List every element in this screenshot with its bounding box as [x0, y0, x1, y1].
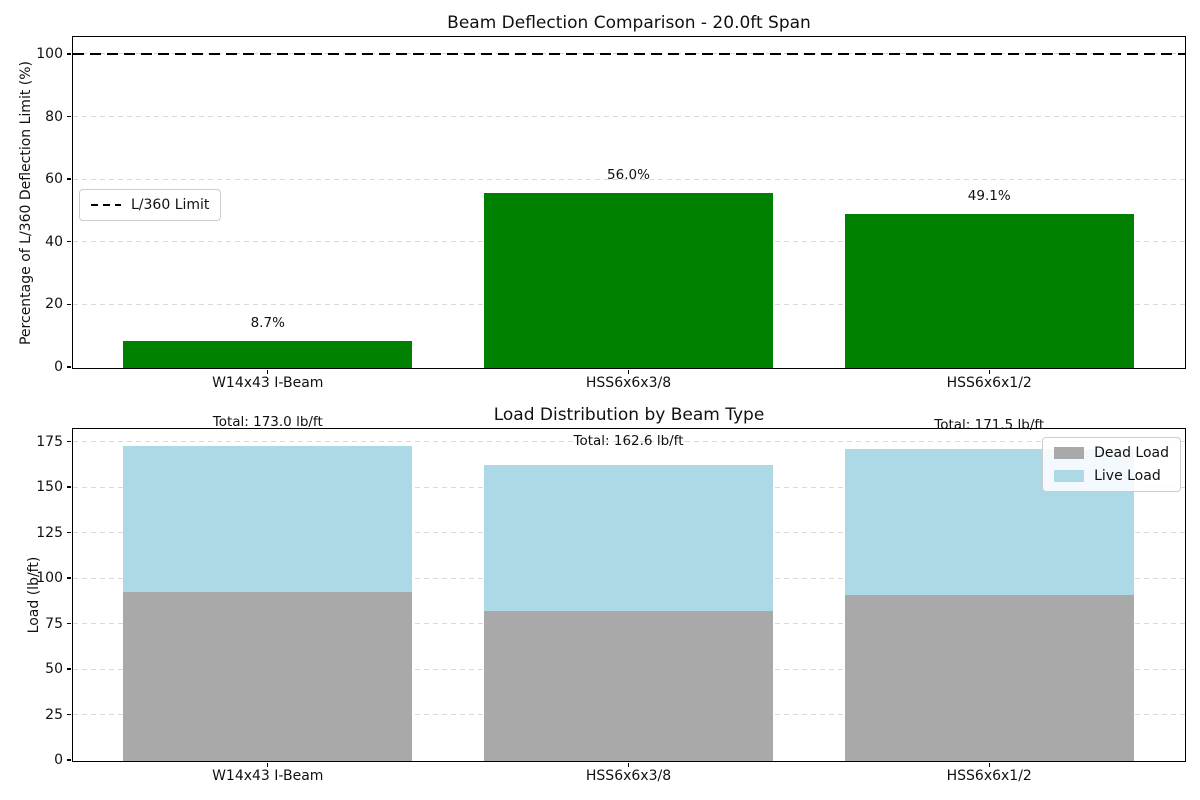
y-tick-mark: [67, 303, 71, 306]
x-tick-mark: [988, 370, 990, 374]
deflection-chart-title: Beam Deflection Comparison - 20.0ft Span: [447, 13, 811, 33]
color-patch-legend-marker: [1054, 470, 1085, 482]
deflection-bar: [484, 192, 773, 368]
y-tick-mark: [67, 713, 71, 716]
y-tick-mark: [67, 53, 71, 55]
y-tick-mark: [67, 366, 71, 368]
y-tick-label: 40: [45, 233, 63, 250]
stacked-bar-segment-dead-load: [484, 610, 773, 761]
bar-value-label: 49.1%: [967, 188, 1011, 205]
legend: L/360 Limit: [79, 189, 222, 221]
y-tick-mark: [67, 577, 71, 579]
y-tick-label: 25: [45, 706, 63, 723]
y-tick-label: 150: [36, 479, 63, 496]
x-tick-label: HSS6x6x1/2: [946, 375, 1032, 391]
x-tick-label: HSS6x6x3/8: [585, 768, 672, 784]
y-tick-label: 0: [54, 752, 63, 768]
load-chart-title: Load Distribution by Beam Type: [493, 405, 765, 425]
y-tick-label: 125: [36, 524, 63, 541]
legend-label: Live Load: [1094, 468, 1161, 484]
load-chart-plot-area: Load Distribution by Beam Type Load (lb/…: [26, 405, 1186, 784]
x-tick-mark: [267, 370, 269, 374]
y-tick-label: 175: [36, 433, 63, 450]
color-patch-legend-marker: [1054, 447, 1085, 459]
y-tick-mark: [67, 668, 71, 670]
x-tick-label: W14x43 I-Beam: [212, 375, 324, 391]
y-tick-mark: [67, 115, 71, 118]
stacked-bar-segment-dead-load: [844, 594, 1134, 761]
bar-total-label: Total: 171.5 lb/ft: [934, 417, 1045, 434]
y-tick-mark: [67, 486, 71, 488]
legend-entry: L/360 Limit: [91, 197, 209, 213]
legend: Dead Load Live Load: [1042, 437, 1181, 492]
gridline: [73, 441, 1185, 443]
y-tick-label: 80: [45, 108, 63, 125]
y-tick-label: 20: [45, 296, 63, 313]
legend-label: L/360 Limit: [131, 197, 210, 213]
y-tick-label: 75: [45, 615, 63, 632]
y-tick-mark: [67, 441, 71, 443]
y-tick-label: 60: [45, 171, 63, 188]
legend-entry: Live Load: [1054, 468, 1169, 484]
y-tick-label: 50: [45, 661, 63, 678]
y-tick-mark: [67, 759, 71, 761]
deflection-chart-plot-area: Beam Deflection Comparison - 20.0ft Span…: [18, 13, 1186, 391]
x-tick-mark: [988, 763, 990, 767]
bar-value-label: 8.7%: [250, 314, 285, 331]
x-tick-label: HSS6x6x1/2: [946, 768, 1032, 784]
bar-value-label: 56.0%: [607, 166, 650, 183]
x-tick-label: W14x43 I-Beam: [212, 768, 324, 784]
stacked-bar-segment-live-load: [484, 465, 773, 611]
deflection-limit-line: [73, 52, 1185, 55]
deflection-bar: [844, 214, 1134, 368]
x-tick-mark: [627, 370, 630, 374]
legend-label: Dead Load: [1094, 445, 1169, 461]
gridline: [73, 178, 1185, 180]
bar-total-label: Total: 173.0 lb/ft: [212, 414, 323, 431]
y-tick-label: 100: [36, 45, 63, 62]
y-tick-mark: [67, 241, 71, 243]
dashed-line-legend-marker: [91, 204, 121, 206]
bar-total-label: Total: 162.6 lb/ft: [573, 433, 684, 450]
gridline: [73, 116, 1185, 118]
y-tick-mark: [67, 622, 71, 625]
y-tick-label: 100: [36, 570, 63, 587]
stacked-bar-segment-live-load: [123, 446, 413, 592]
x-tick-label: HSS6x6x3/8: [585, 375, 672, 391]
x-tick-mark: [627, 763, 630, 767]
legend-entry: Dead Load: [1054, 445, 1169, 461]
x-tick-mark: [267, 763, 269, 767]
stacked-bar-segment-dead-load: [123, 591, 413, 761]
deflection-bar: [123, 340, 413, 368]
y-tick-mark: [67, 531, 71, 534]
y-tick-label: 0: [54, 359, 63, 375]
y-tick-mark: [67, 178, 71, 180]
